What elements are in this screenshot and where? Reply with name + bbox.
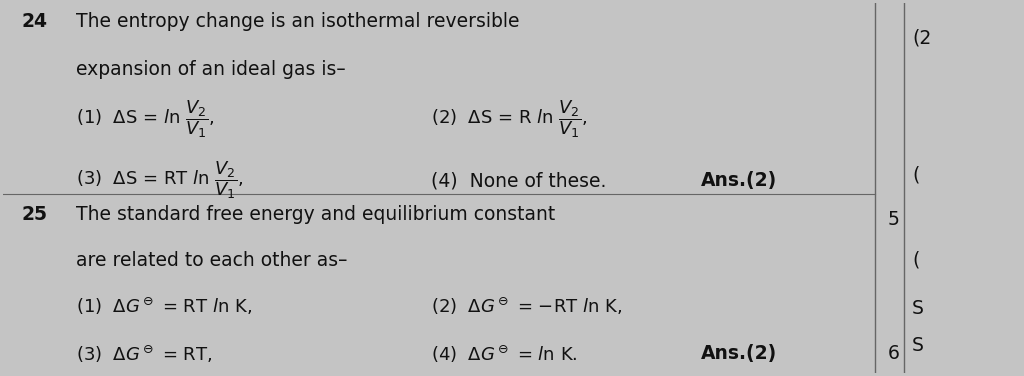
Text: (1)  $\Delta G^\ominus$ = RT $\it{l}$n K,: (1) $\Delta G^\ominus$ = RT $\it{l}$n K, [76, 296, 252, 317]
Text: Ans.(2): Ans.(2) [700, 344, 776, 362]
Text: (3)  $\Delta$S = RT $\it{l}$n $\dfrac{V_2}{V_1}$,: (3) $\Delta$S = RT $\it{l}$n $\dfrac{V_2… [76, 160, 244, 202]
Text: S: S [912, 336, 924, 355]
Text: 5: 5 [888, 210, 900, 229]
Text: S: S [912, 299, 924, 318]
Text: The standard free energy and equilibrium constant: The standard free energy and equilibrium… [76, 205, 555, 224]
Text: (2)  $\Delta$S = R $\it{l}$n $\dfrac{V_2}{V_1}$,: (2) $\Delta$S = R $\it{l}$n $\dfrac{V_2}… [430, 99, 587, 140]
Text: (3)  $\Delta G^\ominus$ = RT,: (3) $\Delta G^\ominus$ = RT, [76, 344, 213, 365]
Text: (: ( [912, 166, 920, 185]
Text: Ans.(2): Ans.(2) [700, 171, 776, 190]
Text: are related to each other as–: are related to each other as– [76, 251, 347, 270]
Text: 24: 24 [22, 12, 47, 31]
Text: (4)  $\Delta G^\ominus$ = $\it{l}$n K.: (4) $\Delta G^\ominus$ = $\it{l}$n K. [430, 344, 578, 365]
Text: expansion of an ideal gas is–: expansion of an ideal gas is– [76, 60, 346, 79]
Text: 25: 25 [22, 205, 47, 224]
Text: (1)  $\Delta$S = $\it{l}$n $\dfrac{V_2}{V_1}$,: (1) $\Delta$S = $\it{l}$n $\dfrac{V_2}{V… [76, 99, 215, 140]
Text: (: ( [912, 251, 920, 270]
Text: (2)  $\Delta G^\ominus$ = $-$RT $\it{l}$n K,: (2) $\Delta G^\ominus$ = $-$RT $\it{l}$n… [430, 296, 622, 317]
Text: 6: 6 [888, 344, 900, 362]
Text: (4)  None of these.: (4) None of these. [430, 171, 606, 190]
Text: The entropy change is an isothermal reversible: The entropy change is an isothermal reve… [76, 12, 519, 31]
Text: (2: (2 [912, 29, 932, 48]
